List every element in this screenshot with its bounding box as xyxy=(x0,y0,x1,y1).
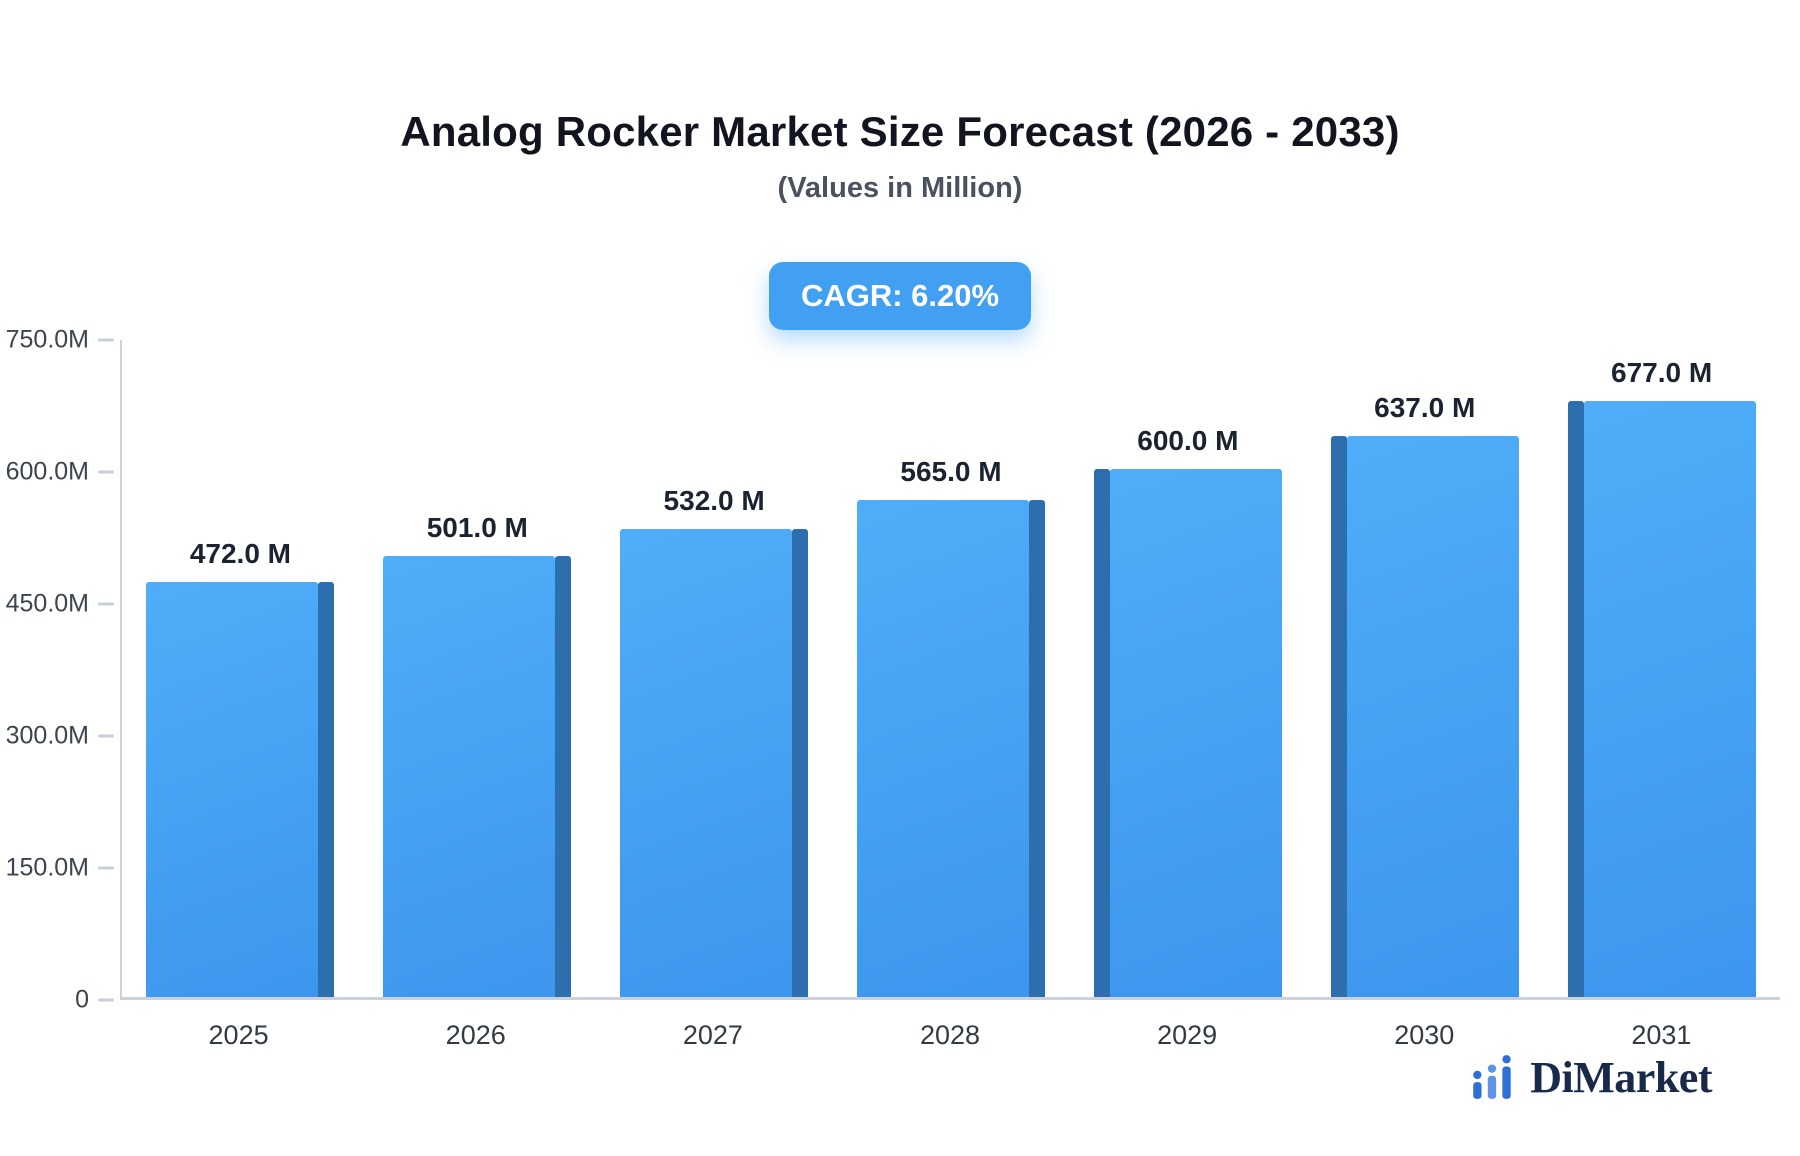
y-tick-mark xyxy=(98,998,114,1002)
x-axis: 2025 2026 2027 2028 2029 2030 2031 xyxy=(120,1020,1780,1051)
bar-2027: 532.0 M xyxy=(620,485,809,997)
bar-group-2030: 637.0 M xyxy=(1306,340,1543,997)
y-tick-150: 150.0M xyxy=(6,854,114,883)
x-label-2025: 2025 xyxy=(208,1020,269,1050)
y-tick-mark xyxy=(98,470,114,474)
y-tick-label: 150.0M xyxy=(5,853,89,882)
bar-3d-edge xyxy=(1567,401,1584,997)
bar-value-label: 600.0 M xyxy=(1137,425,1239,456)
y-tick-label: 0 xyxy=(75,985,89,1014)
dimarket-logo: DiMarket xyxy=(1468,1052,1712,1103)
y-tick-label: 300.0M xyxy=(5,721,89,750)
badge-row: CAGR: 6.20% xyxy=(0,262,1800,330)
y-tick-mark xyxy=(98,734,114,738)
bar-face xyxy=(620,528,793,997)
y-tick-750: 750.0M xyxy=(6,326,114,355)
bar-group-2026: 501.0 M xyxy=(359,340,596,997)
x-label-2031: 2031 xyxy=(1631,1020,1692,1050)
bar-2031: 677.0 M xyxy=(1567,357,1756,997)
y-tick-450: 450.0M xyxy=(6,590,114,619)
bar-2025: 472.0 M xyxy=(146,538,335,997)
y-tick-600: 600.0M xyxy=(6,458,114,487)
y-tick-300: 300.0M xyxy=(6,722,114,751)
y-tick-0: 0 xyxy=(75,986,114,1015)
x-label-2026: 2026 xyxy=(445,1020,506,1050)
y-tick-label: 750.0M xyxy=(5,325,89,354)
bar-group-2028: 565.0 M xyxy=(833,340,1070,997)
bar-2030: 637.0 M xyxy=(1330,392,1519,997)
x-label-2030: 2030 xyxy=(1394,1020,1455,1050)
bar-face xyxy=(1583,401,1756,997)
bar-3d-edge xyxy=(318,581,335,997)
bar-2028: 565.0 M xyxy=(857,456,1045,997)
bar-value-label: 532.0 M xyxy=(663,484,765,516)
bar-value-label: 677.0 M xyxy=(1610,357,1713,389)
bar-3d-edge xyxy=(1093,469,1110,997)
y-tick-mark xyxy=(98,338,114,342)
bar-2029: 600.0 M xyxy=(1093,425,1282,997)
bar-value-label: 565.0 M xyxy=(900,455,1002,487)
chart-title: Analog Rocker Market Size Forecast (2026… xyxy=(400,108,1400,155)
y-tick-mark xyxy=(98,602,114,606)
bar-value-label: 501.0 M xyxy=(426,512,528,544)
x-label-2027: 2027 xyxy=(682,1020,743,1050)
plot-area: 472.0 M 501.0 M 532.0 M 565.0 M 600.0 M 637.0… xyxy=(120,340,1780,1000)
bar-group-2025: 472.0 M xyxy=(122,340,359,997)
bar-group-2031: 677.0 M xyxy=(1543,340,1780,997)
bar-face xyxy=(857,499,1029,997)
bar-face xyxy=(1346,436,1519,997)
bar-value-label: 637.0 M xyxy=(1374,392,1476,424)
x-label-2029: 2029 xyxy=(1157,1020,1218,1050)
logo-bars-icon xyxy=(1473,1054,1511,1099)
chart-subtitle: (Values in Million) xyxy=(777,172,1023,204)
logo-text: DiMarket xyxy=(1530,1053,1712,1102)
bar-group-2027: 532.0 M xyxy=(596,340,833,997)
bar-2026: 501.0 M xyxy=(383,512,572,997)
bar-3d-edge xyxy=(792,528,809,997)
bar-group-2029: 600.0 M xyxy=(1069,340,1306,997)
y-tick-mark xyxy=(98,866,114,870)
y-tick-label: 450.0M xyxy=(5,589,89,618)
bar-face xyxy=(1109,469,1282,997)
bar-3d-edge xyxy=(1029,499,1045,997)
y-axis: 750.0M 600.0M 450.0M 300.0M 150.0M 0 xyxy=(0,326,114,1014)
cagr-badge: CAGR: 6.20% xyxy=(768,262,1032,330)
bar-3d-edge xyxy=(1330,436,1347,997)
bar-face xyxy=(146,581,319,997)
bar-3d-edge xyxy=(555,556,572,997)
bar-face xyxy=(383,556,556,997)
bar-value-label: 472.0 M xyxy=(189,537,292,569)
x-label-2028: 2028 xyxy=(919,1020,981,1050)
y-tick-label: 600.0M xyxy=(5,457,89,486)
